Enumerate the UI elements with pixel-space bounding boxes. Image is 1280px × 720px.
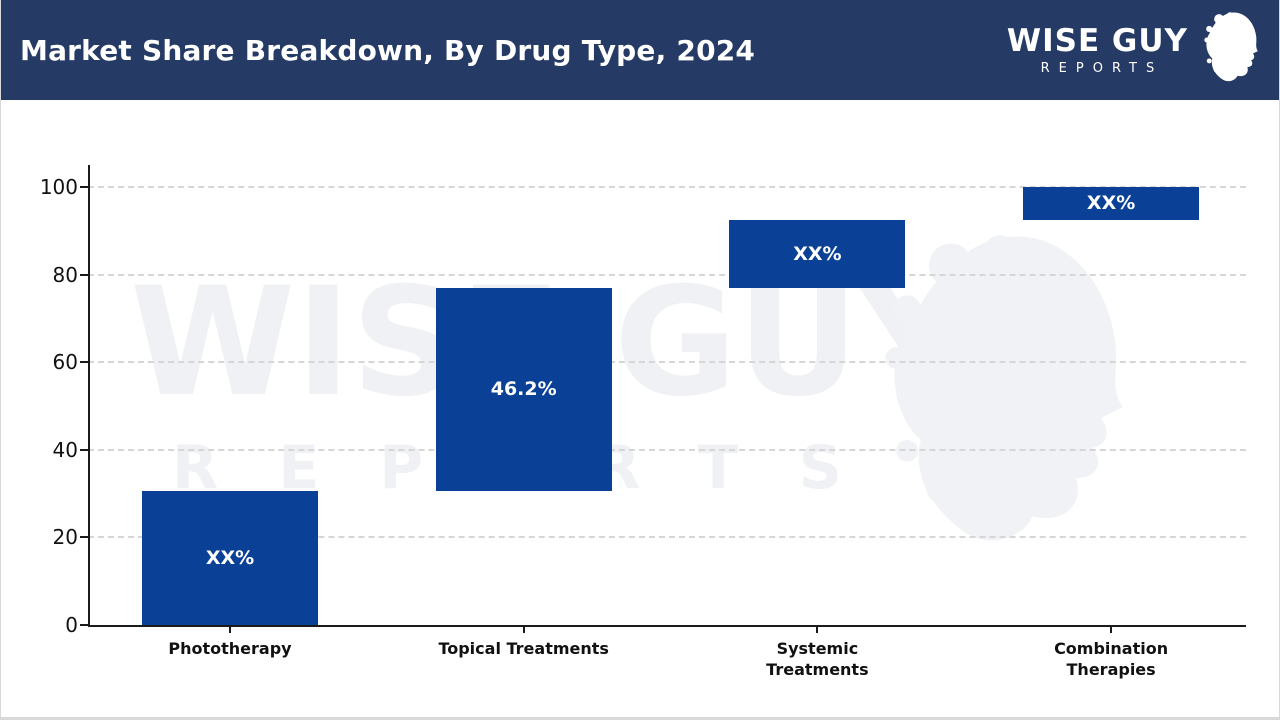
y-axis-tick-mark (80, 273, 88, 276)
x-axis-tick-mark (1110, 625, 1113, 633)
y-axis-tick-mark (80, 361, 88, 364)
bar-value-label: XX% (1086, 192, 1136, 215)
x-axis-category-label: Topical Treatments (414, 639, 634, 660)
bar-systemic-treatments: XX% (729, 219, 906, 289)
gridline-y-20 (88, 536, 1246, 539)
category-label-line: Topical Treatments (438, 639, 609, 658)
y-axis-tick-label: 60 (52, 350, 78, 375)
brand-logo: WISE GUY REPORTS (1007, 8, 1280, 92)
y-axis-tick-mark (80, 448, 88, 451)
x-axis-category-label: Systemic Treatments (707, 639, 927, 681)
y-axis-tick-label: 20 (52, 525, 78, 550)
category-label-line: Treatments (766, 659, 869, 679)
x-axis-tick-mark (229, 625, 231, 633)
category-label-line: Phototherapy (168, 639, 292, 658)
gridline-y-40 (88, 448, 1246, 451)
y-axis-line (88, 165, 90, 627)
bar-value-label: XX% (793, 243, 842, 265)
bar-phototherapy: XX% (142, 490, 318, 625)
brand-logo-text: WISE GUY REPORTS (1006, 22, 1188, 76)
x-axis-tick-mark (816, 625, 819, 633)
y-axis-tick-label: 100 (39, 175, 78, 199)
brand-name: WISE GUY (1006, 22, 1188, 59)
brand-subname: REPORTS (1040, 60, 1164, 76)
page-title: Market Share Breakdown, By Drug Type, 20… (20, 33, 756, 67)
bar-value-label: 46.2% (490, 378, 557, 401)
x-axis-category-label: Combination Therapies (1001, 639, 1221, 681)
x-axis-tick-mark (522, 625, 525, 633)
category-label-line: Systemic (776, 639, 859, 658)
category-label-line: Therapies (1066, 659, 1156, 679)
x-axis-line (88, 625, 1246, 627)
y-axis-tick-label: 0 (65, 613, 78, 637)
wiseguy-face-icon (1198, 8, 1266, 92)
y-axis-tick-label: 80 (52, 262, 78, 287)
y-axis-tick-label: 40 (52, 437, 78, 462)
gridline-y-80 (88, 273, 1246, 276)
y-axis-tick-mark (80, 186, 88, 188)
gridline-y-100 (88, 186, 1246, 188)
category-label-line: Combination (1054, 639, 1169, 658)
bar-combination-therapies: XX% (1023, 187, 1200, 220)
bar-topical-treatments: 46.2% (435, 288, 612, 491)
gridline-y-60 (88, 361, 1246, 364)
bar-value-label: XX% (205, 546, 255, 569)
y-axis-tick-mark (80, 536, 88, 539)
y-axis-tick-mark (80, 624, 88, 626)
header-banner: Market Share Breakdown, By Drug Type, 20… (0, 0, 1280, 100)
x-axis-category-label: Phototherapy (120, 639, 340, 660)
